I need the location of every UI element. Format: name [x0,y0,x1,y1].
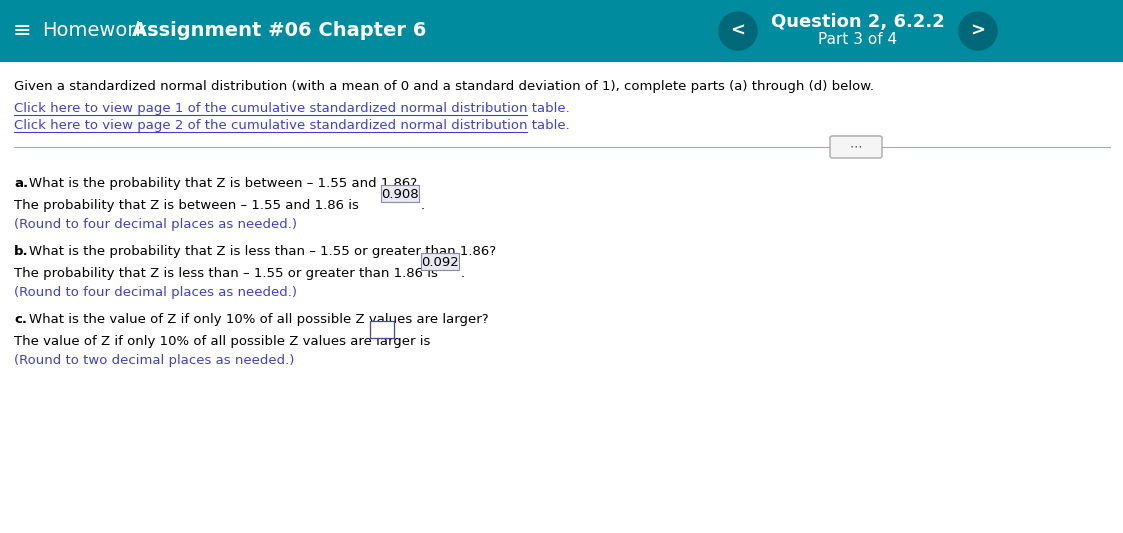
Text: Click here to view page 2 of the cumulative standardized normal distribution tab: Click here to view page 2 of the cumulat… [13,119,569,132]
FancyBboxPatch shape [381,185,419,202]
Text: What is the probability that Z is less than – 1.55 or greater than 1.86?: What is the probability that Z is less t… [29,245,496,258]
Text: (Round to four decimal places as needed.): (Round to four decimal places as needed.… [13,286,296,299]
Text: What is the probability that Z is between – 1.55 and 1.86?: What is the probability that Z is betwee… [29,177,417,190]
Text: The value of Z if only 10% of all possible Z values are larger is: The value of Z if only 10% of all possib… [13,335,430,348]
Text: Part 3 of 4: Part 3 of 4 [819,33,897,47]
Text: Assignment #06 Chapter 6: Assignment #06 Chapter 6 [133,21,427,41]
FancyBboxPatch shape [369,321,394,338]
Circle shape [719,12,757,50]
Text: Given a standardized normal distribution (with a mean of 0 and a standard deviat: Given a standardized normal distribution… [13,80,874,93]
Circle shape [959,12,997,50]
Text: ⋯: ⋯ [850,141,862,154]
Text: a.: a. [13,177,28,190]
FancyBboxPatch shape [0,0,1123,62]
Text: 0.908: 0.908 [381,188,419,200]
Text: ≡: ≡ [12,21,31,41]
FancyBboxPatch shape [421,253,459,270]
Text: The probability that Z is less than – 1.55 or greater than 1.86 is: The probability that Z is less than – 1.… [13,267,438,280]
Text: The probability that Z is between – 1.55 and 1.86 is: The probability that Z is between – 1.55… [13,199,359,212]
Text: Homework:: Homework: [42,21,153,41]
Text: (Round to two decimal places as needed.): (Round to two decimal places as needed.) [13,354,294,367]
Text: What is the value of Z if only 10% of all possible Z values are larger?: What is the value of Z if only 10% of al… [29,313,489,326]
Text: c.: c. [13,313,27,326]
Text: (Round to four decimal places as needed.): (Round to four decimal places as needed.… [13,218,296,231]
Text: .: . [421,199,426,212]
Text: Click here to view page 1 of the cumulative standardized normal distribution tab: Click here to view page 1 of the cumulat… [13,102,569,115]
Text: >: > [970,22,986,40]
FancyBboxPatch shape [830,136,882,158]
Text: <: < [730,22,746,40]
Text: Question 2, 6.2.2: Question 2, 6.2.2 [772,13,944,31]
Text: 0.092: 0.092 [421,255,459,269]
Text: .: . [462,267,465,280]
Text: .: . [396,335,400,348]
Text: b.: b. [13,245,28,258]
